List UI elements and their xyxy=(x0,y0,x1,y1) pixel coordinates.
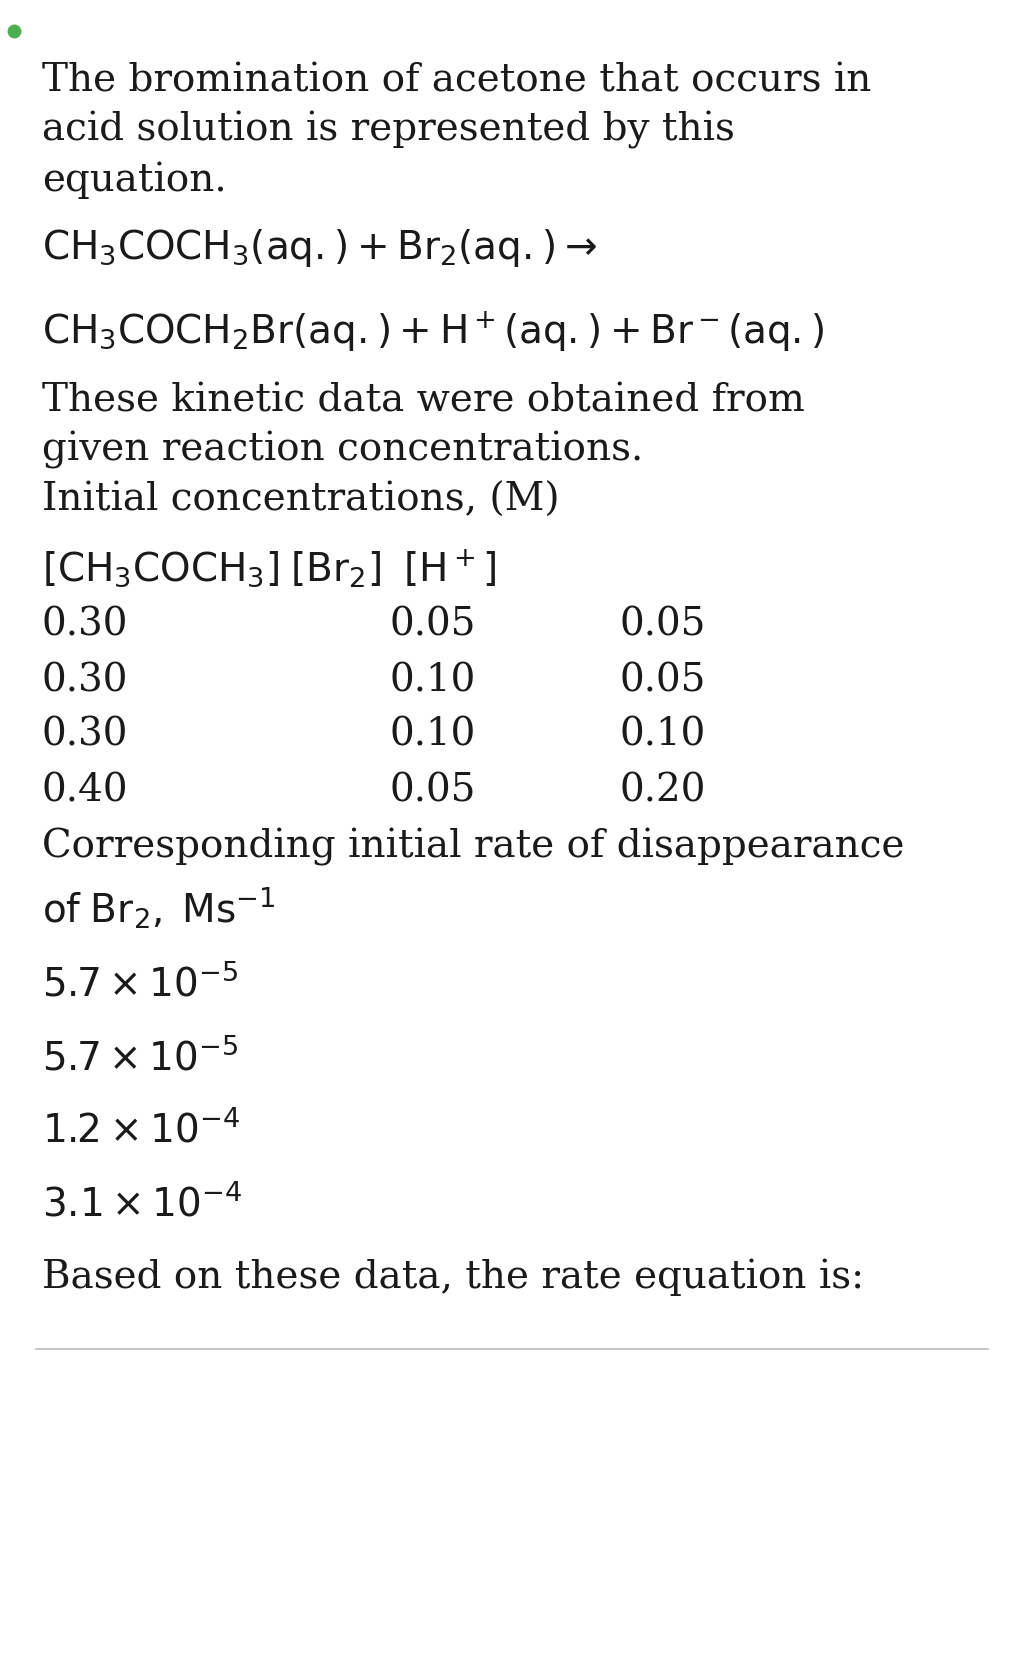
Text: 0.30: 0.30 xyxy=(42,662,128,698)
Text: 0.10: 0.10 xyxy=(390,717,476,753)
Text: These kinetic data were obtained from: These kinetic data were obtained from xyxy=(42,382,805,420)
Text: The bromination of acetone that occurs in: The bromination of acetone that occurs i… xyxy=(42,61,871,100)
Text: Corresponding initial rate of disappearance: Corresponding initial rate of disappeara… xyxy=(42,828,904,866)
Text: 0.20: 0.20 xyxy=(620,771,707,810)
Text: 0.30: 0.30 xyxy=(42,607,128,644)
Text: 0.05: 0.05 xyxy=(390,607,476,644)
Text: 0.05: 0.05 xyxy=(620,662,707,698)
Text: $\mathrm{5.7 \times 10^{-5}}$: $\mathrm{5.7 \times 10^{-5}}$ xyxy=(42,966,238,1004)
Text: 0.05: 0.05 xyxy=(620,607,707,644)
Text: $\mathrm{CH_3COCH_2Br(aq.) + H^+(aq.) + Br^-(aq.)}$: $\mathrm{CH_3COCH_2Br(aq.) + H^+(aq.) + … xyxy=(42,310,824,353)
Text: Based on these data, the rate equation is:: Based on these data, the rate equation i… xyxy=(42,1259,864,1296)
Text: 0.10: 0.10 xyxy=(620,717,707,753)
Text: 0.40: 0.40 xyxy=(42,771,129,810)
Text: $\mathrm{of\;Br_2,\;Ms^{-1}}$: $\mathrm{of\;Br_2,\;Ms^{-1}}$ xyxy=(42,886,275,931)
Text: $\mathrm{CH_3COCH_3(aq.) + Br_2(aq.) \rightarrow}$: $\mathrm{CH_3COCH_3(aq.) + Br_2(aq.) \ri… xyxy=(42,227,597,269)
Text: Initial concentrations, (M): Initial concentrations, (M) xyxy=(42,483,560,519)
Text: acid solution is represented by this: acid solution is represented by this xyxy=(42,111,735,149)
Text: 0.30: 0.30 xyxy=(42,717,128,753)
Text: $\mathrm{5.7 \times 10^{-5}}$: $\mathrm{5.7 \times 10^{-5}}$ xyxy=(42,1039,238,1077)
Text: given reaction concentrations.: given reaction concentrations. xyxy=(42,431,643,469)
Text: $\mathrm{3.1 \times 10^{-4}}$: $\mathrm{3.1 \times 10^{-4}}$ xyxy=(42,1185,242,1223)
Text: $\mathrm{1.2 \times 10^{-4}}$: $\mathrm{1.2 \times 10^{-4}}$ xyxy=(42,1112,240,1150)
Text: equation.: equation. xyxy=(42,161,226,199)
Text: $\mathrm{[CH_3COCH_3]\;[Br_2]\;\;[H^+]}$: $\mathrm{[CH_3COCH_3]\;[Br_2]\;\;[H^+]}$ xyxy=(42,547,497,589)
Text: 0.10: 0.10 xyxy=(390,662,476,698)
Text: 0.05: 0.05 xyxy=(390,771,476,810)
